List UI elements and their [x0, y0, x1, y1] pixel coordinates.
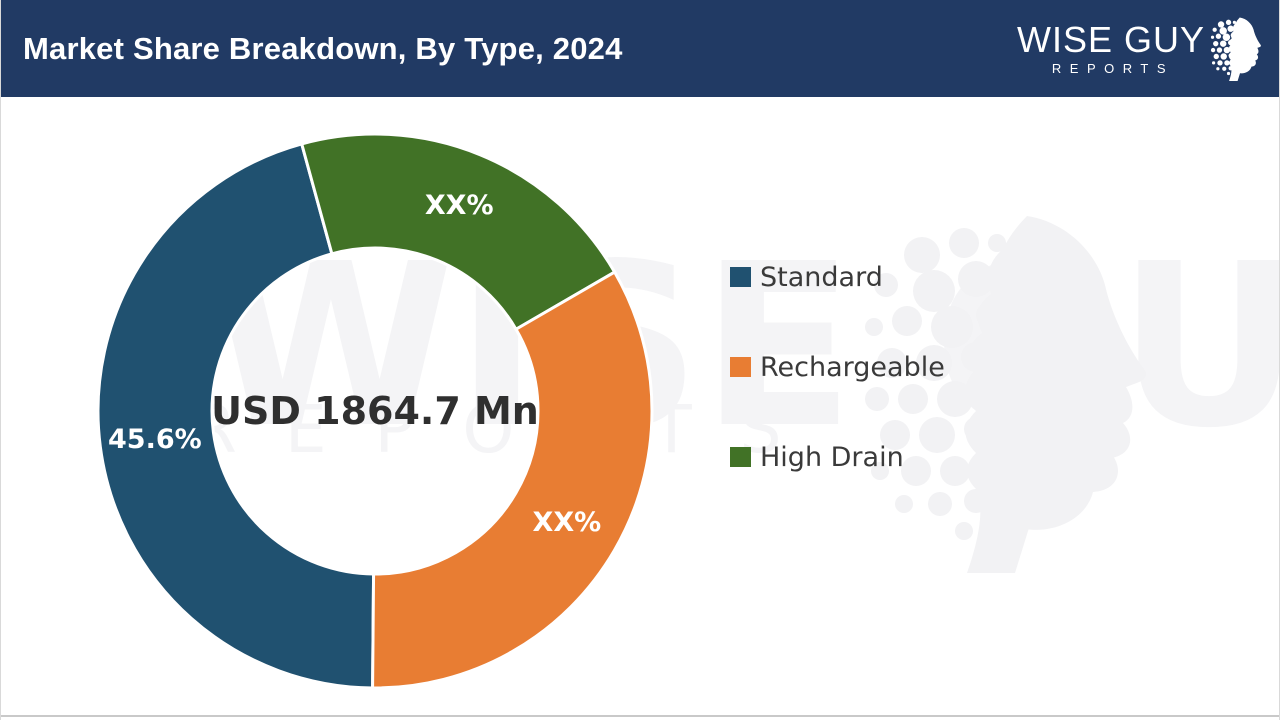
- legend-label-rechargeable: Rechargeable: [760, 351, 945, 383]
- segment-label-high-drain: XX%: [425, 190, 494, 221]
- legend-label-standard: Standard: [760, 261, 883, 293]
- logo-face-icon: [1210, 17, 1261, 81]
- donut-chart: 45.6% XX% XX%: [96, 132, 654, 690]
- legend-label-high-drain: High Drain: [760, 441, 904, 473]
- legend-item-standard: Standard: [730, 263, 945, 291]
- segment-label-standard: 45.6%: [108, 424, 202, 455]
- segment-label-rechargeable: XX%: [533, 507, 602, 538]
- logo-wordmark: WISE GUY: [1016, 18, 1205, 60]
- chart-center-value: USD 1864.7 Mn: [211, 389, 539, 433]
- page-title: Market Share Breakdown, By Type, 2024: [23, 30, 623, 66]
- legend-swatch-standard: [730, 267, 751, 287]
- legend: Standard Rechargeable High Drain: [730, 263, 945, 533]
- segment-rechargeable: [371, 270, 654, 690]
- header-bar: Market Share Breakdown, By Type, 2024 WI…: [1, 0, 1279, 97]
- wise-guy-reports-logo: WISE GUY REPORTS: [1017, 17, 1263, 81]
- legend-swatch-rechargeable: [730, 357, 751, 377]
- legend-item-rechargeable: Rechargeable: [730, 353, 945, 381]
- segment-standard: [96, 142, 376, 690]
- bottom-border: [1, 715, 1279, 717]
- logo-subtitle: REPORTS: [1051, 60, 1175, 76]
- watermark-subtitle: REPORTS: [191, 391, 830, 468]
- logo-text: WISE GUY REPORTS: [1016, 18, 1205, 76]
- legend-swatch-high-drain: [730, 447, 751, 467]
- chart-canvas: WISE GUY REPORTS 45.6%XX%XX% USD 1864.7 …: [1, 97, 1279, 720]
- segment-high-drain: [299, 132, 617, 332]
- legend-item-high-drain: High Drain: [730, 443, 945, 471]
